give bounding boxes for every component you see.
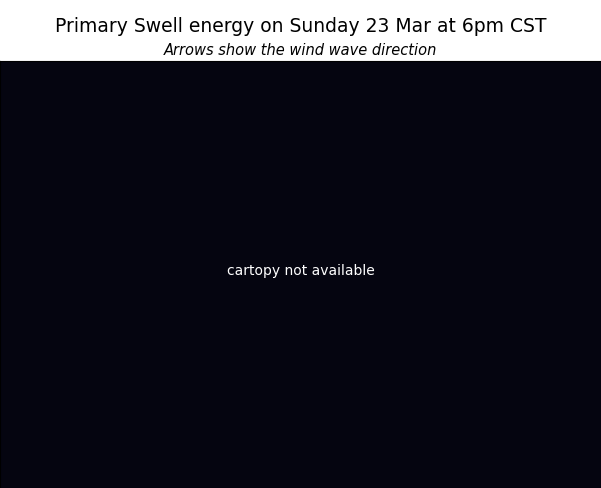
Text: Primary Swell energy on Sunday 23 Mar at 6pm CST: Primary Swell energy on Sunday 23 Mar at… (55, 17, 546, 36)
Text: cartopy not available: cartopy not available (227, 264, 374, 278)
Text: Arrows show the wind wave direction: Arrows show the wind wave direction (164, 43, 437, 58)
